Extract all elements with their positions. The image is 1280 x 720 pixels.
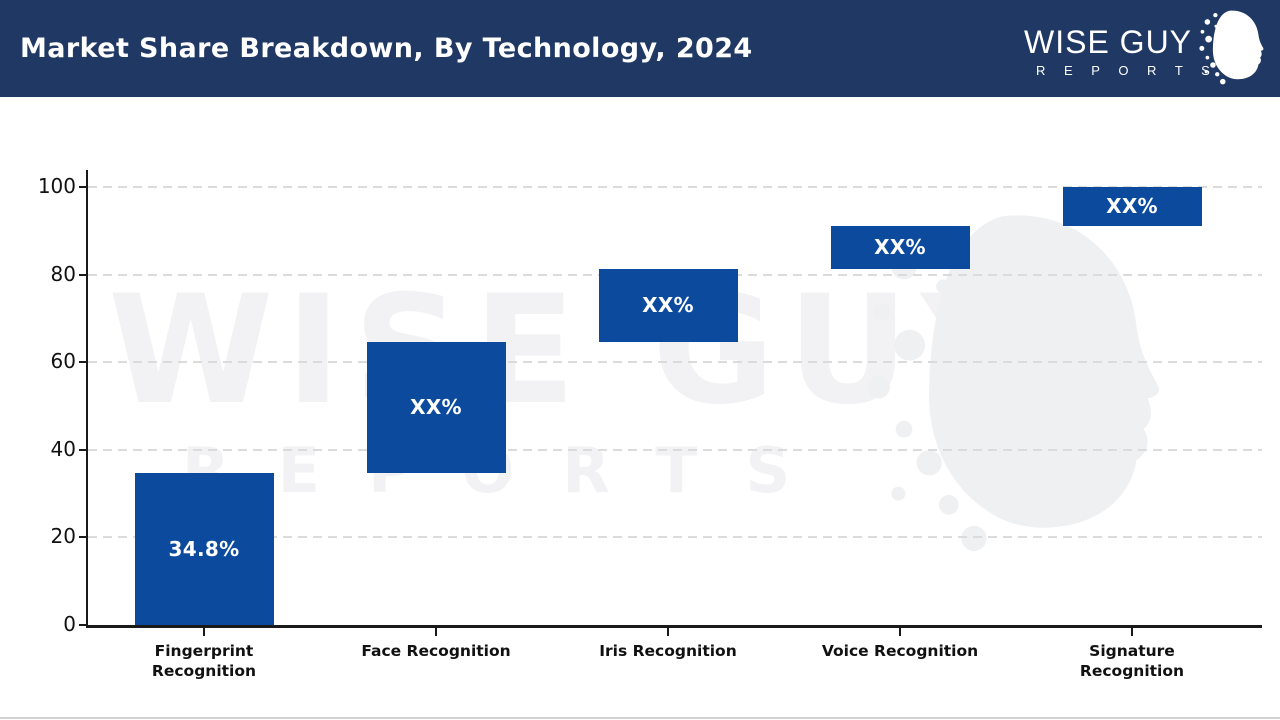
bar-voice-recognition: XX% xyxy=(830,225,970,269)
wise-guy-reports-logo: WISE GUY R E P O R T S xyxy=(1024,10,1264,84)
bar-value-label: 34.8% xyxy=(168,536,240,561)
x-axis-line xyxy=(86,625,1262,628)
y-tick-label: 80 xyxy=(50,261,76,286)
gridline-40 xyxy=(88,448,1262,451)
y-tick-label: 40 xyxy=(50,436,76,461)
x-tick-0 xyxy=(203,628,205,636)
bar-value-label: XX% xyxy=(1106,194,1158,219)
bar-value-label: XX% xyxy=(642,293,694,318)
logo-subtitle: R E P O R T S xyxy=(1036,63,1217,78)
x-category-label: Iris Recognition xyxy=(599,642,737,660)
bottom-divider xyxy=(0,717,1280,719)
page-title: Market Share Breakdown, By Technology, 2… xyxy=(20,33,753,64)
y-tick-label: 100 xyxy=(37,174,76,198)
x-tick-2 xyxy=(667,628,669,636)
y-axis-line xyxy=(86,170,88,628)
y-tick-60 xyxy=(79,361,87,364)
x-category-label: Fingerprint Recognition xyxy=(151,642,257,681)
y-tick-label: 60 xyxy=(50,349,76,374)
bar-iris-recognition: XX% xyxy=(598,268,738,342)
bar-signature-recognition: XX% xyxy=(1062,187,1202,226)
y-tick-label: 20 xyxy=(50,524,76,549)
header-bar: Market Share Breakdown, By Technology, 2… xyxy=(0,0,1280,97)
x-category-label: Signature Recognition xyxy=(1079,642,1185,681)
y-tick-100 xyxy=(79,186,87,188)
gridline-20 xyxy=(88,536,1262,539)
watermark-line1: WISE GUY xyxy=(108,264,1042,438)
y-tick-20 xyxy=(79,536,87,539)
gridline-60 xyxy=(88,361,1262,364)
gridline-100 xyxy=(88,186,1262,188)
x-tick-4 xyxy=(1131,628,1133,636)
x-tick-3 xyxy=(899,628,901,636)
bar-value-label: XX% xyxy=(874,235,926,260)
y-tick-80 xyxy=(79,273,87,276)
bar-face-recognition: XX% xyxy=(366,341,506,473)
y-tick-40 xyxy=(79,448,87,451)
x-category-label: Face Recognition xyxy=(361,642,511,660)
bar-fingerprint-recognition: 34.8% xyxy=(134,472,274,625)
x-category-label: Voice Recognition xyxy=(821,642,979,660)
plot-area: 34.8% XX% XX% XX% XX% xyxy=(88,186,1262,625)
bar-value-label: XX% xyxy=(410,395,462,420)
x-tick-1 xyxy=(435,628,437,636)
y-tick-label: 0 xyxy=(63,612,76,636)
y-tick-0 xyxy=(79,624,87,626)
logo-wordmark: WISE GUY xyxy=(1024,24,1192,60)
